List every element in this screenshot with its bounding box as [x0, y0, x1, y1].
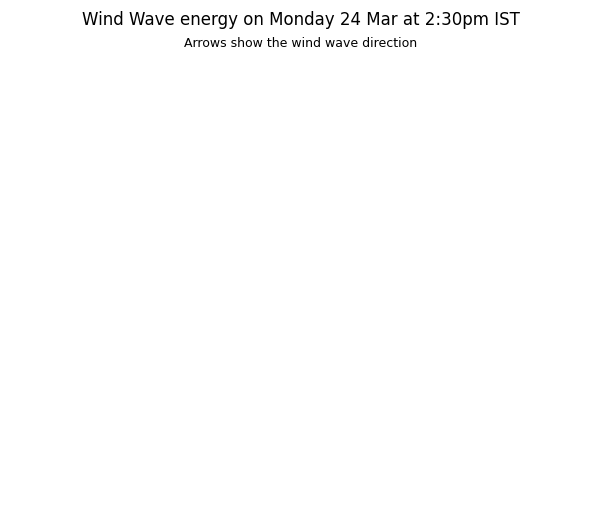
Text: Arrows show the wind wave direction: Arrows show the wind wave direction: [184, 37, 417, 50]
Text: Wind Wave energy on Monday 24 Mar at 2:30pm IST: Wind Wave energy on Monday 24 Mar at 2:3…: [82, 11, 519, 30]
